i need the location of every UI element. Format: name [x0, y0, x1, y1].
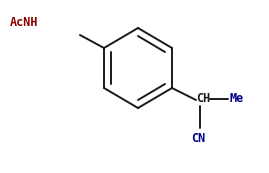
Text: Me: Me	[230, 93, 244, 106]
Text: CN: CN	[191, 131, 205, 144]
Text: AcNH: AcNH	[10, 16, 38, 29]
Text: CH: CH	[196, 93, 210, 106]
